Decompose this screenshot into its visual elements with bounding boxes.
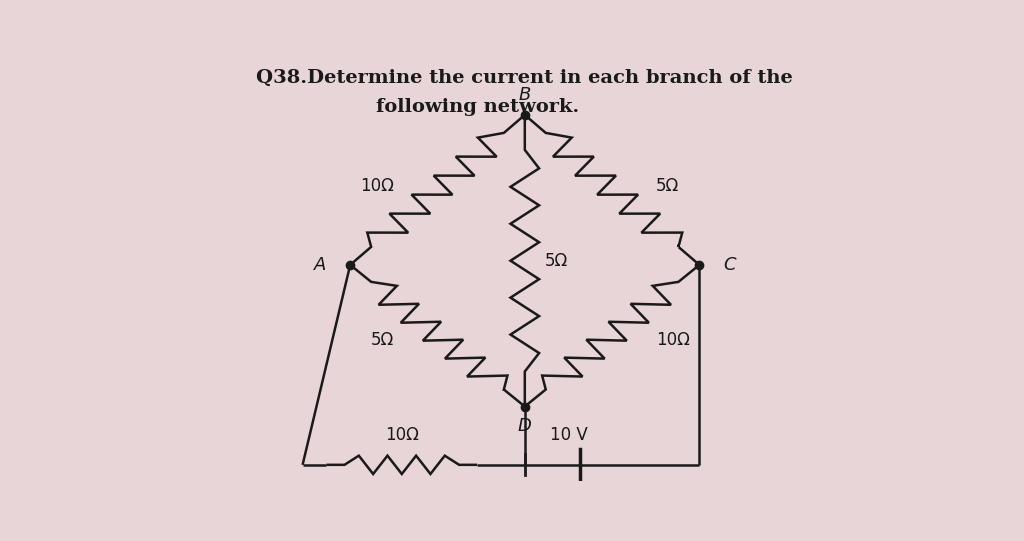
Text: 5Ω: 5Ω bbox=[655, 177, 679, 195]
Text: A: A bbox=[314, 256, 327, 274]
Text: 10Ω: 10Ω bbox=[385, 426, 419, 444]
Text: 5Ω: 5Ω bbox=[545, 252, 568, 270]
Text: C: C bbox=[723, 256, 736, 274]
Text: 10Ω: 10Ω bbox=[360, 177, 394, 195]
Text: 10 V: 10 V bbox=[550, 426, 588, 444]
Text: D: D bbox=[518, 417, 531, 435]
Text: Q38.Determine the current in each branch of the: Q38.Determine the current in each branch… bbox=[256, 69, 794, 87]
Text: B: B bbox=[518, 87, 531, 104]
Text: 10Ω: 10Ω bbox=[655, 331, 689, 349]
Text: 5Ω: 5Ω bbox=[371, 331, 394, 349]
Text: following network.: following network. bbox=[376, 98, 579, 116]
